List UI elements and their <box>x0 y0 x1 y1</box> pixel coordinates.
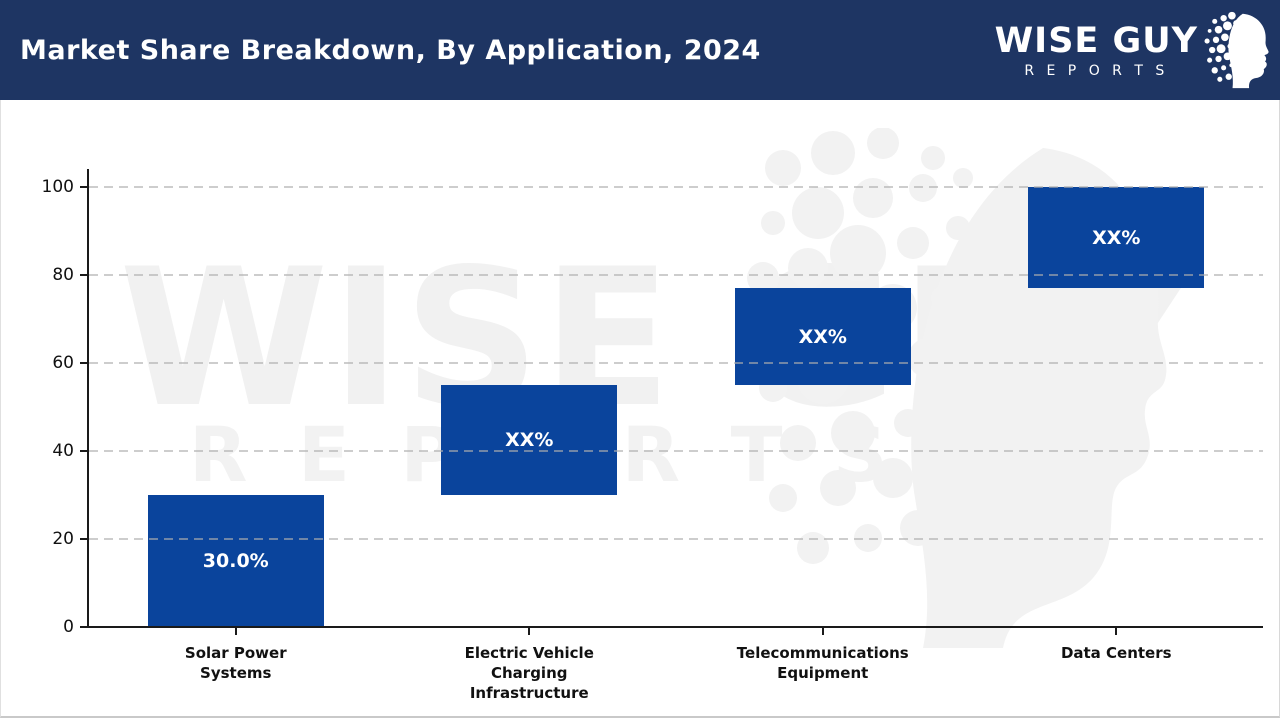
bar: 30.0% <box>147 495 324 627</box>
x-category-label-line: Solar Power <box>184 644 287 662</box>
y-tick <box>80 186 87 188</box>
y-tick-label: 0 <box>63 617 74 637</box>
bar: XX% <box>734 288 911 385</box>
gridline <box>89 538 1263 540</box>
header-bar: Market Share Breakdown, By Application, … <box>0 0 1280 100</box>
x-tick <box>234 628 237 635</box>
bar: XX% <box>441 385 618 495</box>
gridline <box>89 450 1263 452</box>
y-tick <box>80 538 87 540</box>
brand-name: WISE GUY <box>994 21 1198 61</box>
y-tick <box>80 362 87 364</box>
x-category-label-line: Infrastructure <box>469 684 589 702</box>
y-tick-label: 100 <box>41 177 74 197</box>
x-tick <box>528 628 531 635</box>
bar-value-label: 30.0% <box>202 550 269 572</box>
brand-wordmark: WISE GUY R E P O R T S <box>995 21 1198 79</box>
page-title: Market Share Breakdown, By Application, … <box>20 34 761 66</box>
y-axis-line <box>87 169 89 628</box>
y-tick-label: 60 <box>52 353 74 373</box>
gridline <box>89 274 1263 276</box>
x-tick <box>821 628 824 635</box>
x-category-label-line: Electric Vehicle <box>464 644 594 662</box>
bar-value-label: XX% <box>798 325 847 348</box>
x-axis-line <box>87 626 1263 628</box>
x-tick <box>1115 628 1118 635</box>
brand-head-icon <box>1204 11 1269 89</box>
plot: 0 20 40 60 80 100 30.0% Solar Power Systems XX% El… <box>1 100 1279 716</box>
brand-logo: WISE GUY R E P O R T S <box>995 6 1272 94</box>
x-category-label: Telecommunications Equipment <box>683 643 963 683</box>
x-category-label: Solar Power Systems <box>96 643 376 683</box>
y-tick-label: 40 <box>52 441 74 461</box>
x-category-label: Electric Vehicle Charging Infrastructure <box>389 643 669 703</box>
y-tick <box>80 274 87 276</box>
x-category-label: Data Centers <box>976 643 1256 663</box>
x-category-label-line: Telecommunications <box>736 644 909 662</box>
bar: XX% <box>1028 187 1205 289</box>
gridline <box>89 186 1263 188</box>
x-category-label-line: Systems <box>200 664 272 682</box>
x-category-label-line: Data Centers <box>1060 644 1172 662</box>
gridline <box>89 362 1263 364</box>
bar-value-label: XX% <box>1092 226 1141 249</box>
y-tick-label: 20 <box>52 529 74 549</box>
x-category-label-line: Equipment <box>777 664 869 682</box>
chart-body: WISE GUY R E P O R T S 02040608010030.0%… <box>0 100 1280 718</box>
x-category-label-line: Charging <box>490 664 568 682</box>
y-tick <box>80 626 87 628</box>
y-tick <box>80 450 87 452</box>
bar-value-label: XX% <box>505 429 554 451</box>
brand-subname: R E P O R T S <box>1024 63 1169 79</box>
y-tick-label: 80 <box>52 265 74 285</box>
